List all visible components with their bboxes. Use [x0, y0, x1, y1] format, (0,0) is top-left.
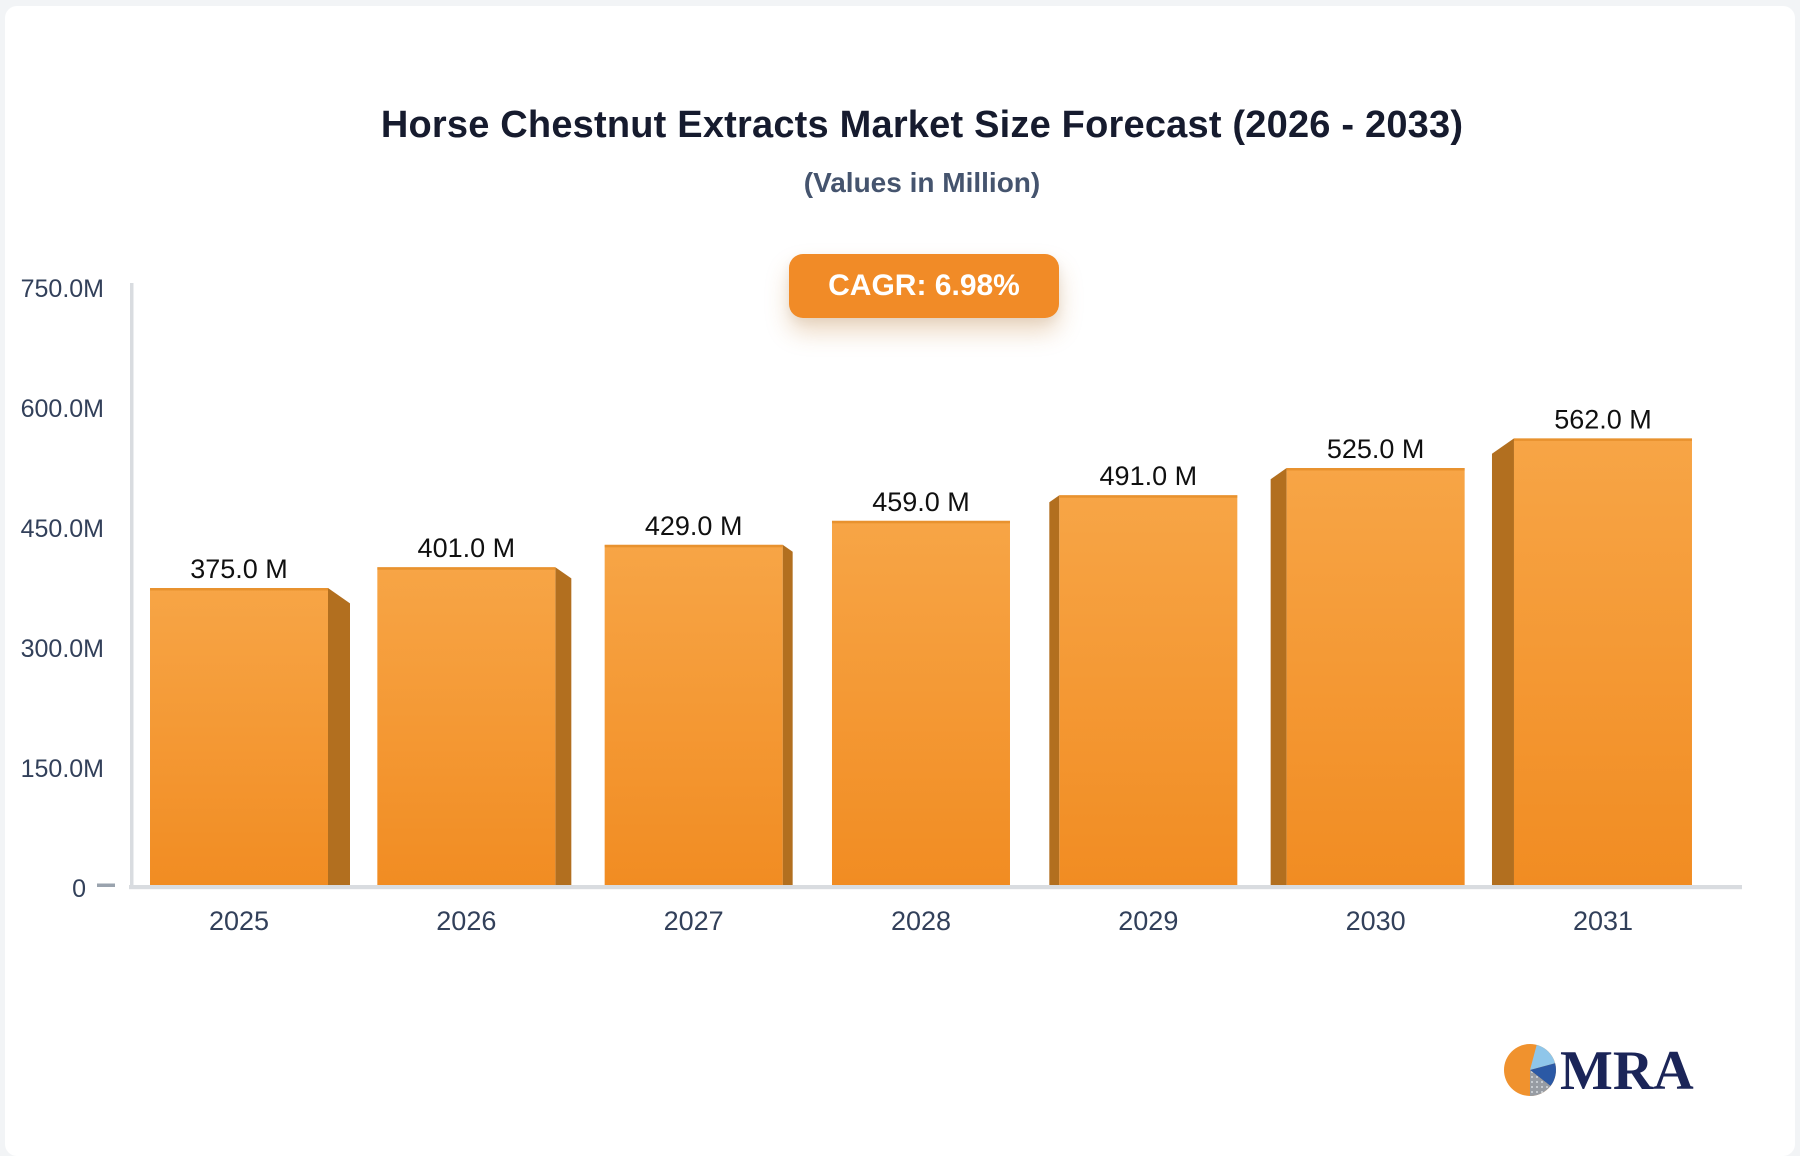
bar-value-label: 429.0 M — [645, 511, 743, 541]
logo-pie-icon — [1504, 1044, 1556, 1096]
bar-side-2031 — [1491, 438, 1514, 888]
cagr-badge-label: CAGR: 6.98% — [828, 269, 1020, 302]
bar-face-2025 — [150, 588, 328, 888]
bar-side-2025 — [328, 588, 350, 888]
bar-top-edge — [1513, 438, 1692, 441]
zero-tick-dash — [97, 883, 115, 887]
cagr-badge: CAGR: 6.98% — [789, 254, 1059, 318]
bar-value-label: 562.0 M — [1554, 404, 1652, 434]
y-tick-label: 750.0M — [21, 275, 104, 303]
y-tick-label: 450.0M — [21, 515, 104, 543]
y-tick-label: 300.0M — [21, 635, 104, 663]
x-axis-line — [129, 885, 1742, 890]
bar-top-edge — [377, 567, 556, 570]
bar-face-2029 — [1059, 495, 1238, 888]
bar-value-label: 491.0 M — [1100, 461, 1198, 491]
x-tick-label: 2025 — [209, 906, 269, 936]
bar-top-edge — [1059, 495, 1238, 498]
bar-side-2027 — [782, 544, 793, 888]
bar-side-2029 — [1049, 495, 1060, 888]
x-tick-label: 2031 — [1573, 906, 1633, 936]
bar-value-label: 525.0 M — [1327, 434, 1425, 464]
bar-face-2031 — [1513, 438, 1692, 888]
x-tick-label: 2030 — [1346, 906, 1406, 936]
logo: MRA — [1504, 1040, 1694, 1102]
x-tick-label: 2028 — [891, 906, 951, 936]
y-axis-line — [130, 283, 134, 888]
bar-face-2027 — [604, 544, 783, 888]
bar-top-edge — [1286, 468, 1465, 471]
bar-value-label: 459.0 M — [872, 487, 970, 517]
x-tick-label: 2029 — [1118, 906, 1178, 936]
bar-face-2026 — [377, 567, 556, 888]
bar-face-2028 — [831, 520, 1010, 888]
y-tick-label: 150.0M — [21, 755, 104, 783]
y-tick-label: 0 — [72, 875, 86, 903]
chart-title: Horse Chestnut Extracts Market Size Fore… — [380, 104, 1464, 146]
x-tick-label: 2026 — [436, 906, 496, 936]
bar-face-2030 — [1286, 468, 1465, 888]
bar-side-2030 — [1270, 468, 1287, 888]
bar-value-label: 401.0 M — [418, 533, 516, 563]
x-tick-label: 2027 — [664, 906, 724, 936]
bar-top-edge — [604, 544, 783, 548]
bar-top-edge — [150, 588, 328, 591]
logo-text: MRA — [1560, 1040, 1694, 1102]
y-tick-label: 600.0M — [21, 395, 104, 423]
bar-top-edge — [831, 520, 1010, 524]
bar-value-label: 375.0 M — [190, 554, 288, 584]
chart-subtitle: (Values in Million) — [803, 167, 1041, 198]
bar-side-2026 — [555, 567, 572, 888]
